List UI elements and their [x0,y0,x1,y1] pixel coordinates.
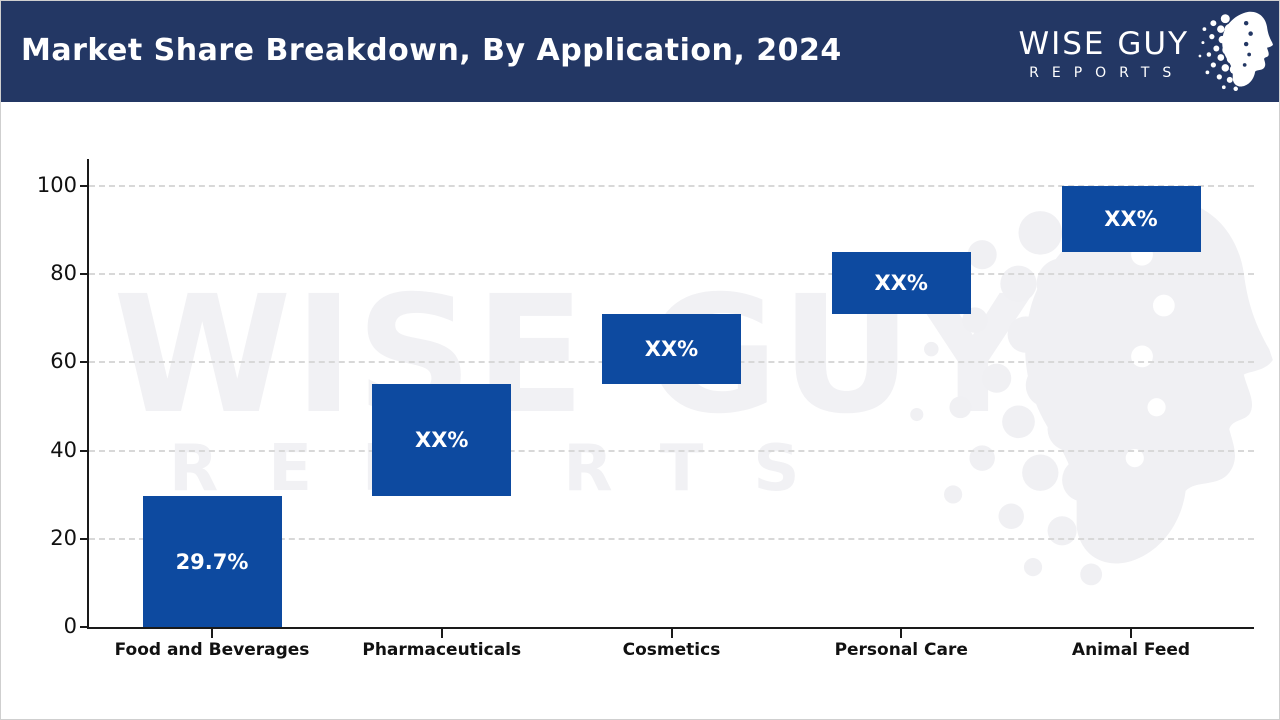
chart-title: Market Share Breakdown, By Application, … [21,33,842,68]
bar-cosmetics: XX% [602,313,741,385]
bar-value-label: XX% [874,271,928,295]
y-tick-label-80: 80 [50,261,77,286]
y-axis-tick-80 [80,273,88,276]
x-axis-tick-1 [211,629,213,638]
bar-animal-feed: XX% [1061,186,1201,253]
gridline-20 [89,537,1254,540]
x-tick-label-3: Cosmetics [622,640,721,660]
logo-wordmark: WISE GUY REPORTS [1018,26,1189,81]
header-bar: Market Share Breakdown, By Application, … [1,1,1279,102]
y-tick-label-40: 40 [50,437,77,462]
y-tick-label-0: 0 [63,614,77,638]
logo-wordmark-line2: REPORTS [1029,64,1185,81]
x-axis-tick-3 [670,629,673,638]
gridline-40 [89,449,1254,452]
x-tick-label-4: Personal Care [834,640,968,660]
bar-personal-care: XX% [831,252,971,314]
y-axis-tick-60 [80,361,88,364]
x-axis-tick-4 [900,629,903,638]
gridline-100 [89,185,1254,187]
bar-value-label: XX% [644,337,699,362]
x-axis-line [87,627,1254,629]
y-tick-label-100: 100 [36,173,77,197]
bar-pharmaceuticals: XX% [372,384,512,496]
x-axis-tick-2 [440,629,443,638]
x-tick-label-1: Food and Beverages [114,640,310,660]
y-tick-label-60: 60 [50,349,77,374]
wise-guy-reports-logo: WISE GUY REPORTS [1018,7,1273,99]
y-axis-tick-0 [80,626,88,628]
y-axis-tick-20 [80,537,88,540]
x-tick-label-2: Pharmaceuticals [362,640,522,660]
y-axis-tick-100 [80,185,88,187]
x-axis-tick-5 [1130,629,1132,638]
bar-value-label: XX% [415,428,469,453]
x-tick-label-5: Animal Feed [1071,640,1191,660]
gridline-80 [89,273,1254,276]
bar-value-label: 29.7% [175,549,249,574]
logo-head-icon [1191,8,1273,98]
logo-wordmark-line1: WISE GUY [1018,25,1189,62]
y-axis-line [87,159,89,628]
bar-value-label: XX% [1104,207,1158,232]
y-axis-tick-40 [80,449,88,452]
y-tick-label-20: 20 [50,525,77,550]
bar-food-and-beverages: 29.7% [142,496,282,627]
